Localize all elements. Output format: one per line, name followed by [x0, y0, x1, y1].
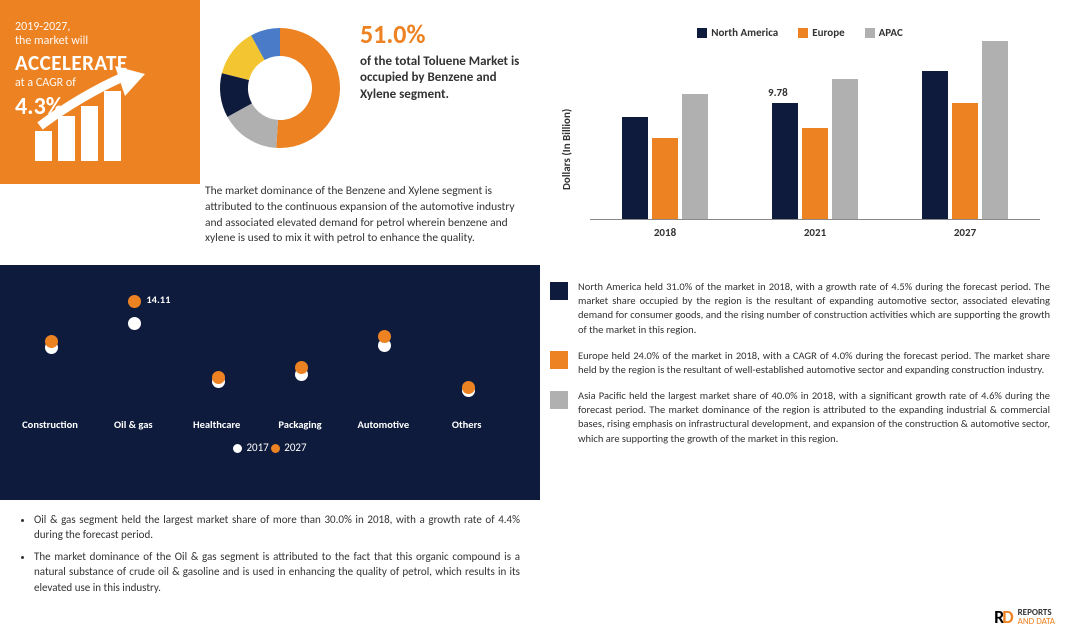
bullet-1: Oil & gas segment held the largest marke… [34, 512, 520, 543]
donut-chart [200, 0, 360, 184]
scatter-cat: Construction [15, 418, 85, 431]
legend-dot-2017 [233, 444, 242, 453]
donut-para: The market dominance of the Benzene and … [200, 184, 540, 265]
legend-2027: 2027 [284, 441, 306, 454]
scatter-cat: Oil & gas [98, 418, 168, 431]
bar-callout: 9.78 [768, 86, 788, 99]
y-axis-label: Dollars (In Billion) [560, 109, 573, 190]
region-item: Europe held 24.0% of the market in 2018,… [550, 349, 1050, 377]
bar-xlabel: 2018 [622, 226, 708, 239]
scatter-dot [128, 317, 141, 330]
logo: RD REPORTSAND DATA [994, 608, 1055, 626]
donut-sub: of the total Toluene Market is occupied … [360, 54, 530, 103]
line2: the market will [15, 34, 185, 48]
region-swatch [550, 351, 568, 369]
region-item: North America held 31.0% of the market i… [550, 280, 1050, 337]
logo-icon: RD [994, 608, 1012, 626]
scatter-dot [212, 371, 225, 384]
bar [652, 138, 678, 219]
legend-2017: 2017 [246, 441, 268, 454]
scatter-dot [128, 295, 141, 308]
scatter-panel: Construction Oil & gas Healthcare Packaging… [0, 265, 540, 500]
bullet-2: The market dominance of the Oil & gas se… [34, 549, 520, 595]
scatter-cat: Packaging [265, 418, 335, 431]
bar [952, 103, 978, 219]
region-list: North America held 31.0% of the market i… [550, 280, 1050, 458]
bar [622, 117, 648, 219]
scatter-cat: Healthcare [182, 418, 252, 431]
scatter-cat: Automotive [348, 418, 418, 431]
bar [982, 41, 1008, 219]
bar [772, 103, 798, 219]
region-swatch [550, 391, 568, 409]
bar-xlabel: 2027 [922, 226, 1008, 239]
accelerate-panel: 2019-2027, the market will ACCELERATE at… [0, 0, 200, 184]
region-swatch [550, 282, 568, 300]
region-item: Asia Pacific held the largest market sha… [550, 389, 1050, 446]
scatter-legend: 2017 2027 [20, 441, 520, 454]
region-text: North America held 31.0% of the market i… [578, 280, 1050, 337]
growth-arrow-icon [30, 66, 160, 166]
bullets: Oil & gas segment held the largest marke… [0, 500, 540, 611]
scatter-dot [462, 381, 475, 394]
region-text: Asia Pacific held the largest market sha… [578, 389, 1050, 446]
scatter-callout: 14.11 [146, 293, 170, 306]
donut-caption: 51.0% of the total Toluene Market is occ… [360, 0, 540, 184]
legend-dot-2027 [271, 444, 280, 453]
region-text: Europe held 24.0% of the market in 2018,… [578, 349, 1050, 377]
bar-xlabel: 2021 [772, 226, 858, 239]
bar [682, 94, 708, 219]
bar [802, 128, 828, 219]
scatter-cat: Others [432, 418, 502, 431]
bar [922, 71, 948, 219]
bar-chart: Dollars (In Billion) 20189.7820212027 No… [550, 20, 1050, 260]
donut-pct: 51.0% [360, 18, 530, 50]
logo-sub: AND DATA [1018, 616, 1055, 627]
period: 2019-2027, [15, 20, 185, 34]
bar [832, 79, 858, 219]
